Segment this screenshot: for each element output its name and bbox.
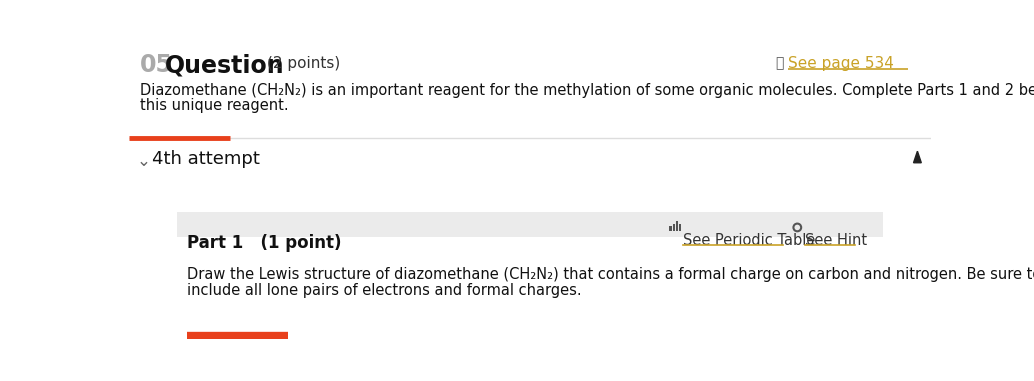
Bar <box>669 226 672 231</box>
Text: this unique reagent.: this unique reagent. <box>140 98 288 113</box>
Text: See Hint: See Hint <box>805 233 868 248</box>
Text: Part 1   (1 point): Part 1 (1 point) <box>187 234 342 251</box>
Text: Question: Question <box>164 53 284 77</box>
Text: ⌄: ⌄ <box>136 152 151 170</box>
Text: Diazomethane (CH₂N₂) is an important reagent for the methylation of some organic: Diazomethane (CH₂N₂) is an important rea… <box>140 83 1034 98</box>
Text: include all lone pairs of electrons and formal charges.: include all lone pairs of electrons and … <box>187 283 582 298</box>
Bar <box>675 221 678 231</box>
Bar <box>177 212 883 237</box>
Text: Draw the Lewis structure of diazomethane (CH₂N₂) that contains a formal charge o: Draw the Lewis structure of diazomethane… <box>187 267 1034 282</box>
Text: 05: 05 <box>140 53 173 77</box>
Bar <box>678 224 681 231</box>
Bar <box>672 224 675 231</box>
Text: 4th attempt: 4th attempt <box>152 150 261 168</box>
Text: See Periodic Table: See Periodic Table <box>682 233 815 248</box>
Text: ⧉: ⧉ <box>776 56 784 70</box>
Text: (2 points): (2 points) <box>267 56 340 71</box>
Polygon shape <box>914 151 921 163</box>
Text: See page 534: See page 534 <box>788 56 893 71</box>
